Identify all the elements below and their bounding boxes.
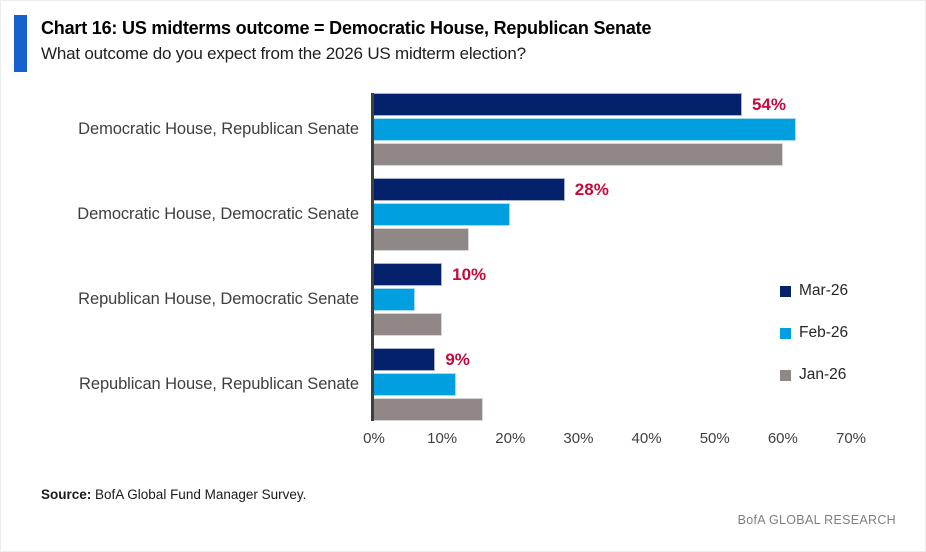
x-tick-label: 70% [835,430,867,447]
chart-title: Chart 16: US midterms outcome = Democrat… [41,18,652,38]
bar-feb-26 [374,118,797,141]
legend-label: Mar-26 [799,282,849,299]
bar-track [374,143,851,166]
bar-jan-26 [374,398,484,421]
bar-mar-26 [374,93,742,116]
legend-item-mar-26: Mar-26 [780,281,848,301]
header-text: Chart 16: US midterms outcome = Democrat… [41,15,651,67]
bar-track [374,203,851,226]
legend-swatch-icon [780,285,791,297]
category-label: Republican House, Republican Senate [79,375,359,393]
source-note: Source: BofA Global Fund Manager Survey. [41,487,306,502]
bar-track: 54% [374,93,851,116]
category-label: Democratic House, Democratic Senate [77,205,359,223]
source-text: BofA Global Fund Manager Survey. [91,487,307,502]
bar-track: 9% [374,348,851,371]
bar-track: 10% [374,263,851,286]
x-tick-label: 40% [631,430,662,447]
legend-label: Jan-26 [799,366,847,383]
accent-bar [14,15,27,72]
chart-header: Chart 16: US midterms outcome = Democrat… [14,15,925,72]
x-tick-label: 50% [699,430,730,447]
bar-jan-26 [374,313,443,336]
x-tick-label: 60% [767,430,798,447]
bar-feb-26 [374,373,456,396]
brand-mark: BofA GLOBAL RESEARCH [737,513,896,527]
chart-footer: Source: BofA Global Fund Manager Survey.… [1,481,925,551]
legend-label: Feb-26 [799,324,849,341]
data-label: 9% [445,349,470,369]
bar-track [374,288,851,311]
legend-swatch-icon [780,327,791,339]
x-tick-label: 30% [563,430,594,447]
bar-group: 9% [374,348,851,421]
plot-area: 54% 28% 10% 9% [371,93,851,421]
legend-item-jan-26: Jan-26 [780,365,848,385]
bar-track: 28% [374,178,851,201]
legend-swatch-icon [780,369,791,381]
bar-track [374,398,851,421]
category-label: Democratic House, Republican Senate [78,120,359,138]
bar-track [374,373,851,396]
bar-group: 10% [374,263,851,336]
bar-track [374,228,851,251]
data-label: 54% [751,94,786,114]
bar-track [374,313,851,336]
bar-group: 54% [374,93,851,166]
x-axis: 0% 10% 20% 30% 40% 50% 60% 70% [363,421,866,449]
bar-jan-26 [374,143,783,166]
bar-track [374,118,851,141]
bar-mar-26 [374,348,436,371]
category-labels: Democratic House, Republican Senate Democ… [1,93,371,421]
data-label: 28% [574,179,609,199]
bar-mar-26 [374,178,565,201]
bar-feb-26 [374,288,415,311]
x-tick-label: 0% [363,430,385,447]
source-label: Source: [41,487,92,502]
chart-subtitle: What outcome do you expect from the 2026… [41,44,526,63]
category-label: Republican House, Democratic Senate [78,290,359,308]
legend-item-feb-26: Feb-26 [780,323,848,343]
bar-jan-26 [374,228,470,251]
bar-feb-26 [374,203,511,226]
bar-chart: Democratic House, Republican Senate Democ… [1,93,925,449]
x-tick-label: 10% [427,430,458,447]
bar-mar-26 [374,263,443,286]
bar-group: 28% [374,178,851,251]
x-tick-label: 20% [495,430,526,447]
chart-body: Democratic House, Republican Senate Democ… [1,93,925,421]
data-label: 10% [452,264,487,284]
chart-legend: Mar-26 Feb-26 Jan-26 [780,281,848,407]
